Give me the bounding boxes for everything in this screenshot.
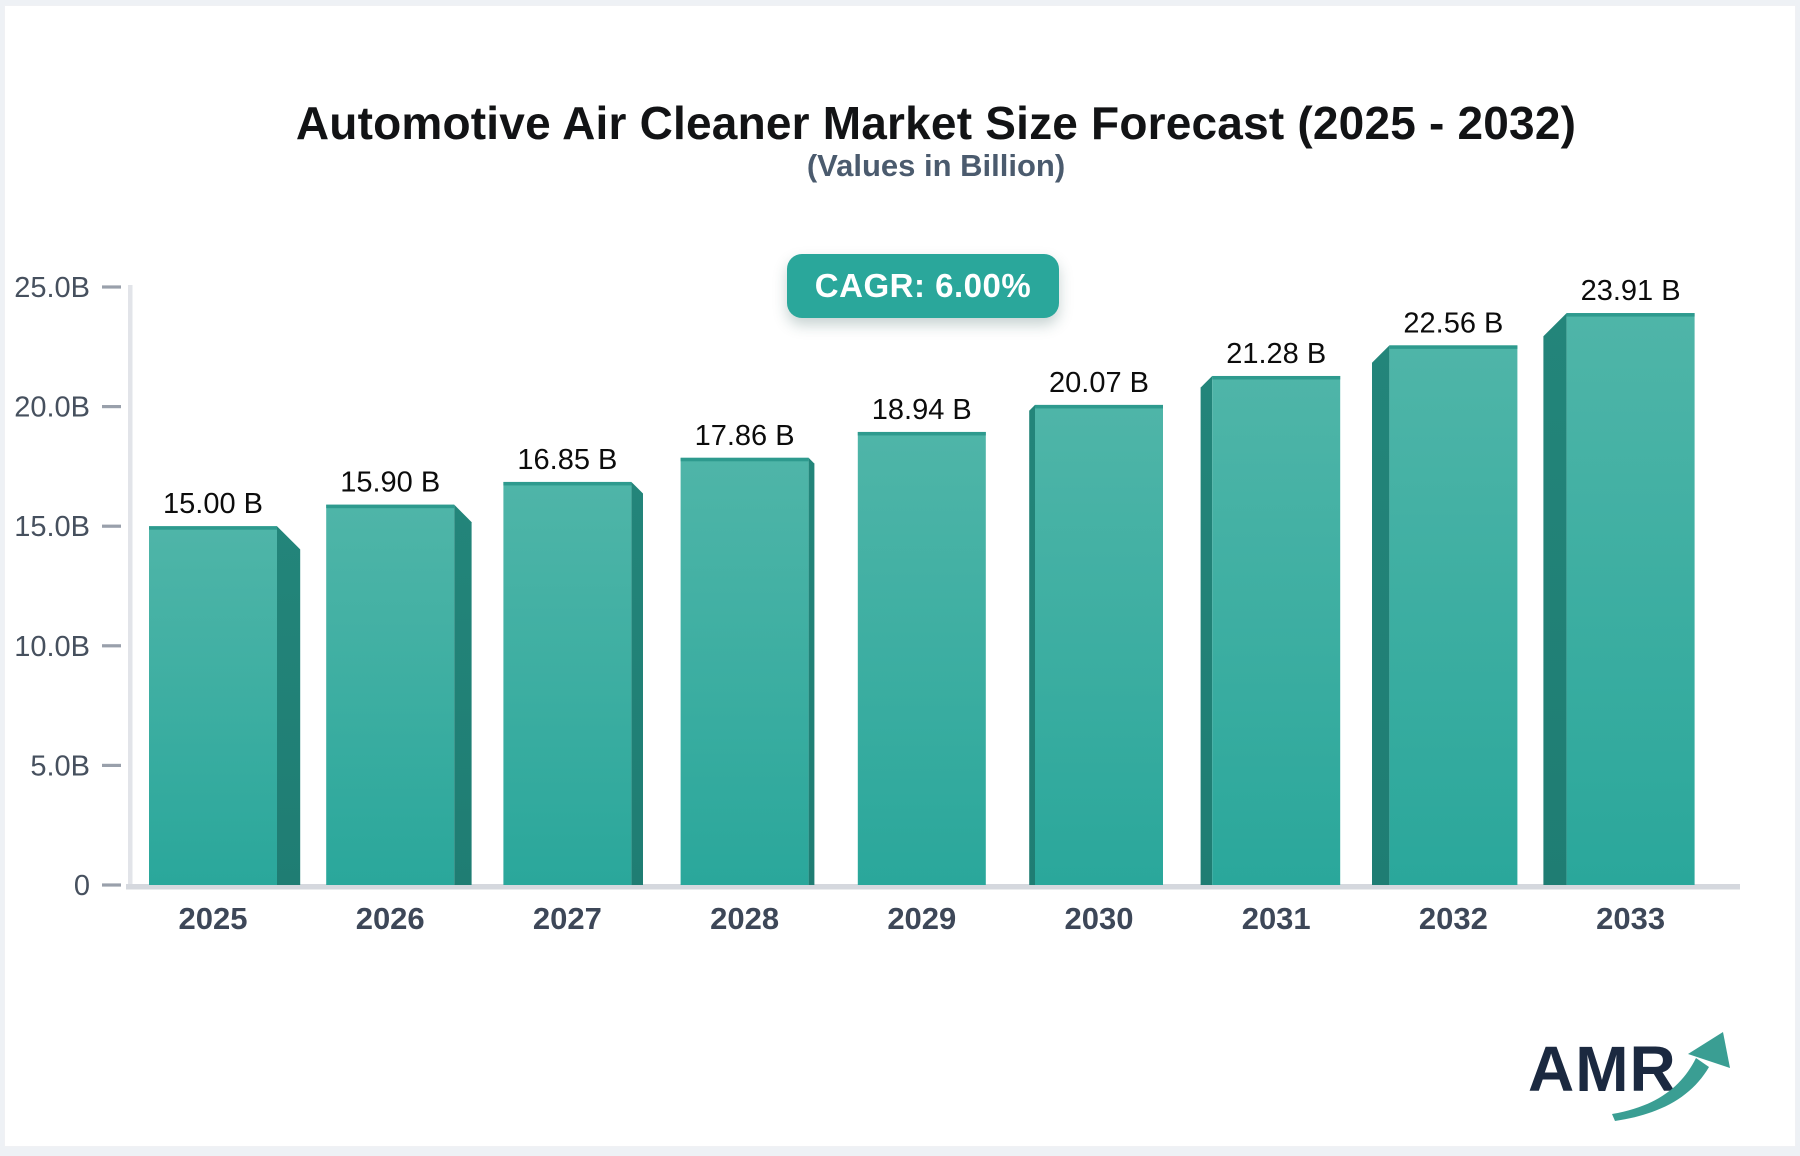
x-axis-label: 2027 xyxy=(533,901,602,936)
bar-top-edge xyxy=(1212,375,1341,380)
amr-logo: AMR xyxy=(1528,1022,1738,1132)
bar xyxy=(149,526,277,885)
y-axis-label: 0 xyxy=(74,870,90,902)
bar-top-edge xyxy=(149,526,277,530)
bar-chart: 25.0B 20.0B 15.0B 10.0B 5.0B 0 15.00 B 2025 15.9… xyxy=(14,272,1740,936)
amr-logo-text: AMR xyxy=(1528,1033,1677,1105)
bar-top-edge xyxy=(1035,404,1163,409)
cagr-badge-label: CAGR: 6.00% xyxy=(814,267,1032,304)
bar-value-label: 17.86 B xyxy=(695,420,795,452)
bar xyxy=(326,504,455,885)
bar-value-label: 22.56 B xyxy=(1403,307,1503,339)
chart-title: Automotive Air Cleaner Market Size Forec… xyxy=(295,97,1577,149)
bar xyxy=(857,431,986,885)
x-axis-label: 2030 xyxy=(1065,901,1134,936)
cagr-badge: CAGR: 6.00% xyxy=(787,254,1059,318)
y-axis-tick xyxy=(102,763,121,767)
bar-top-edge xyxy=(680,457,809,462)
y-axis-label: 5.0B xyxy=(30,750,90,782)
bar-top-edge xyxy=(503,481,632,486)
bar-top-edge xyxy=(1389,345,1518,349)
bar-side-face xyxy=(1372,345,1390,885)
bar xyxy=(1035,404,1163,885)
x-axis-label: 2029 xyxy=(887,901,956,936)
bar-value-label: 18.94 B xyxy=(872,394,972,426)
bar-side-face xyxy=(808,457,815,885)
bar-top-edge xyxy=(326,504,455,509)
y-axis-label: 10.0B xyxy=(14,631,90,663)
bar-value-label: 21.28 B xyxy=(1226,338,1326,370)
bar-value-label: 15.90 B xyxy=(340,467,440,499)
bar-side-face xyxy=(454,504,472,885)
x-axis-label: 2031 xyxy=(1242,901,1311,936)
chart-subtitle: (Values in Billion) xyxy=(806,148,1066,183)
bar-top-edge xyxy=(857,431,986,436)
x-axis-label: 2032 xyxy=(1419,901,1488,936)
x-axis-label: 2033 xyxy=(1596,901,1665,936)
bar-side-face xyxy=(1029,404,1035,885)
bar-side-face xyxy=(1200,375,1213,885)
x-axis-label: 2025 xyxy=(179,901,248,936)
bar-top-edge xyxy=(1566,313,1695,317)
bar xyxy=(1389,345,1518,885)
y-axis-tick xyxy=(102,524,121,528)
x-axis-label: 2028 xyxy=(710,901,779,936)
y-axis-line xyxy=(128,285,133,885)
growth-arrow-icon xyxy=(1612,1032,1730,1121)
bar-side-face xyxy=(277,526,301,885)
bar-side-face xyxy=(631,481,643,885)
y-axis-label: 25.0B xyxy=(14,272,90,304)
bar-side-face xyxy=(1543,313,1567,885)
bar xyxy=(1566,313,1695,885)
x-axis-label: 2026 xyxy=(356,901,425,936)
bar-value-label: 20.07 B xyxy=(1049,367,1149,399)
bar xyxy=(680,457,809,885)
y-axis-tick xyxy=(102,285,121,289)
bar xyxy=(503,481,632,885)
bar xyxy=(1212,375,1341,885)
bar-value-label: 15.00 B xyxy=(163,488,263,520)
bar-value-label: 23.91 B xyxy=(1581,275,1681,307)
y-axis-tick xyxy=(102,644,121,648)
x-axis-line xyxy=(126,884,1740,890)
y-axis-label: 15.0B xyxy=(14,511,90,543)
y-axis-tick xyxy=(102,883,121,887)
y-axis-tick xyxy=(102,405,121,409)
y-axis-label: 20.0B xyxy=(14,392,90,424)
bar-value-label: 16.85 B xyxy=(517,444,617,476)
